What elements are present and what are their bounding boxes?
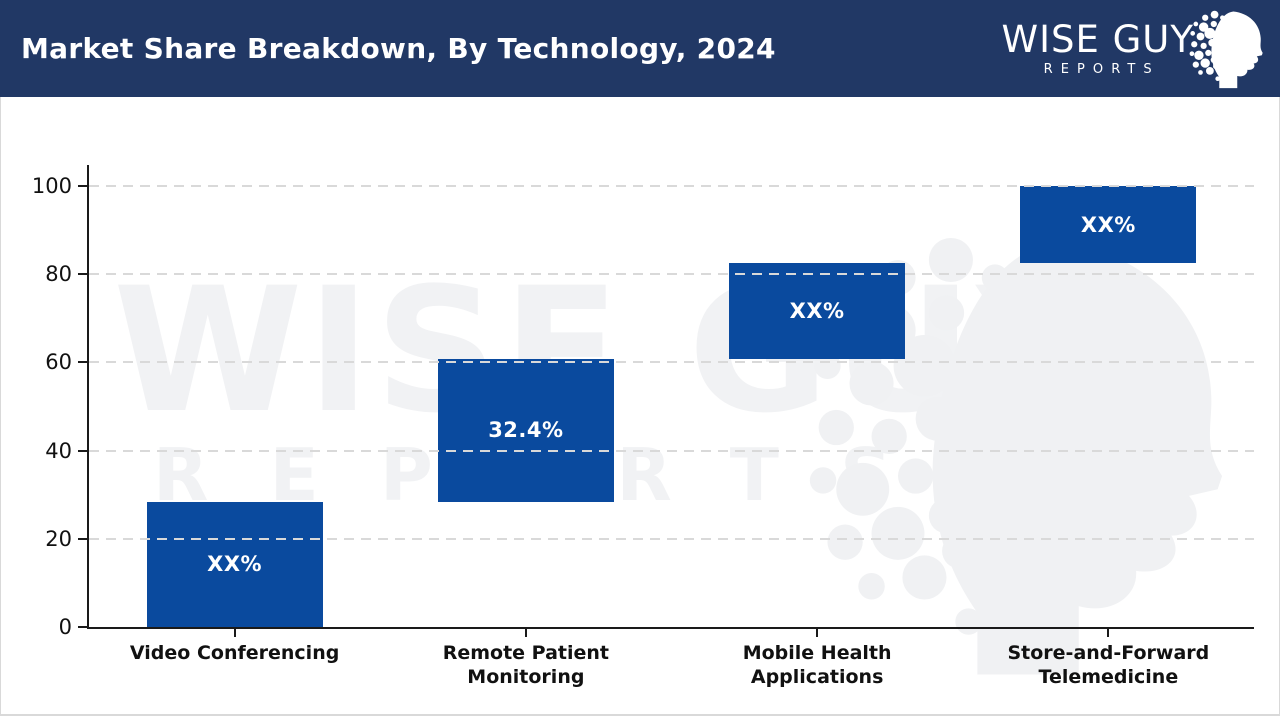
y-tick-label: 60: [45, 350, 72, 375]
x-tickmark: [1107, 629, 1110, 637]
brand-head-icon: [1189, 10, 1263, 88]
gridline: [89, 361, 1254, 364]
x-tickmark: [816, 629, 819, 637]
y-tickmark: [78, 185, 87, 187]
chart-panel: WISE GUY REPORTS XX%32.4%XX%XX%020406080…: [0, 97, 1280, 716]
waterfall-chart: XX% 32.4% XX% XX% 0 20 40 60 80 100 Video Conferen…: [1, 97, 1279, 714]
bar-value-label: XX%: [207, 552, 263, 577]
y-tickmark: [78, 449, 87, 452]
category-label: Remote Patient Monitoring: [442, 642, 610, 688]
category-label: Mobile Health Applications: [742, 642, 892, 688]
brand-logo: WISE GUY REPORTS: [1002, 7, 1280, 91]
gridline: [89, 185, 1254, 187]
x-tickmark: [233, 629, 236, 637]
y-tick-label: 40: [45, 438, 72, 463]
bar-value-label: XX%: [1080, 212, 1136, 237]
y-tick-label: 0: [58, 615, 72, 639]
y-tick-label: 80: [45, 262, 72, 287]
brand-logo-text: WISE GUY REPORTS: [1002, 21, 1194, 77]
y-tickmark: [78, 537, 87, 540]
waterfall-bar: XX%: [146, 501, 323, 627]
y-tickmark: [78, 626, 87, 628]
y-tick-label: 100: [31, 174, 72, 198]
page-title: Market Share Breakdown, By Technology, 2…: [21, 32, 776, 65]
bar-value-label: XX%: [789, 299, 845, 324]
gridline: [89, 273, 1254, 276]
brand-subname: REPORTS: [1043, 61, 1160, 77]
category-label: Store-and-Forward Telemedicine: [1007, 642, 1210, 688]
gridline: [89, 449, 1254, 452]
category-label: Video Conferencing: [129, 642, 340, 664]
waterfall-bar: XX%: [1020, 186, 1197, 264]
y-tick-label: 20: [45, 526, 72, 551]
x-tickmark: [524, 629, 527, 637]
waterfall-bar: XX%: [729, 263, 906, 359]
gridline: [89, 537, 1254, 540]
header-bar: Market Share Breakdown, By Technology, 2…: [0, 0, 1280, 97]
x-axis: [87, 627, 1254, 629]
bar-value-label: 32.4%: [488, 418, 564, 443]
brand-name: WISE GUY: [1001, 17, 1194, 61]
waterfall-bar: 32.4%: [437, 358, 614, 502]
y-tickmark: [78, 273, 87, 276]
y-tickmark: [78, 361, 87, 364]
y-axis: [87, 165, 89, 629]
